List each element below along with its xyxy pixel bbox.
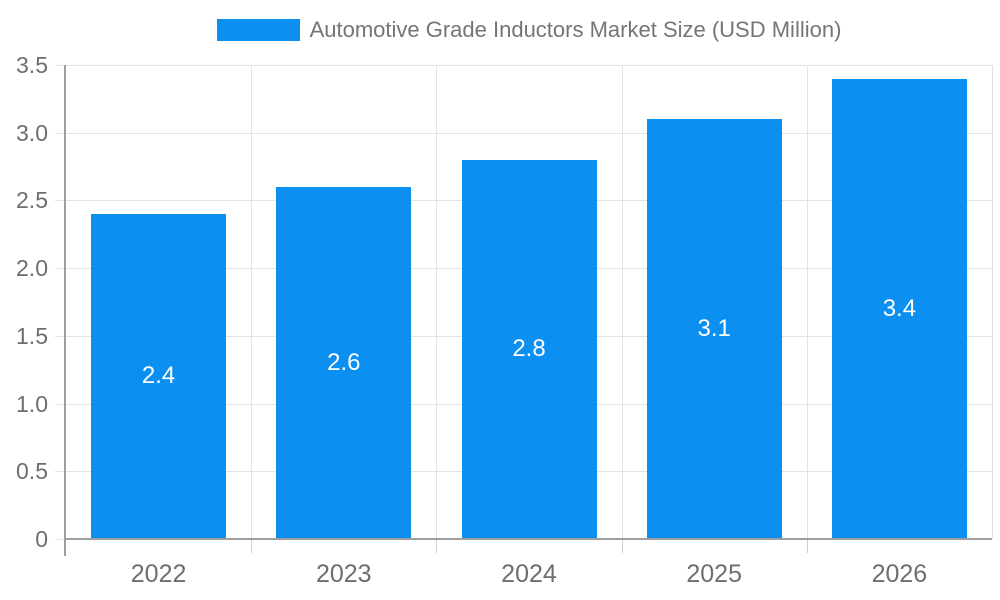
bar: 2.6 [276,186,412,539]
y-tick-mark [55,132,64,134]
y-tick-label: 2.0 [16,255,48,282]
y-tick-label: 3.5 [16,52,48,78]
bar-value-label: 3.4 [882,294,917,322]
bar: 3.4 [831,78,967,539]
y-tick-mark [55,539,64,540]
y-tick-label: 1.0 [16,390,48,417]
y-tick-label: 0 [35,526,48,552]
y-tick-mark [55,335,64,337]
bar-value-label: 2.4 [141,362,176,390]
y-tick-mark [55,200,64,202]
y-tick-label: 3.0 [16,119,48,146]
vertical-gridline [806,65,808,539]
bar-value-label: 3.1 [697,315,731,343]
legend-title: Automotive Grade Inductors Market Size (… [309,17,842,42]
vertical-gridline [621,65,623,539]
y-tick-label: 2.5 [16,187,48,214]
x-tick-label: 2024 [501,560,557,588]
bar: 2.4 [91,213,227,539]
vertical-gridline [251,65,253,539]
x-tick-mark [251,540,253,553]
x-axis-line [66,538,992,540]
y-tick-label: 0.5 [16,458,48,485]
x-tick-label: 2022 [130,560,187,588]
bar: 3.1 [646,119,782,539]
x-tick-label: 2023 [315,560,372,588]
y-tick-mark [55,268,64,270]
y-tick-mark [55,471,64,473]
horizontal-gridline [66,65,992,66]
bar: 2.8 [461,159,597,539]
legend: Automotive Grade Inductors Market Size (… [66,17,992,43]
x-tick-mark [436,540,438,553]
bar-value-label: 2.6 [327,348,361,376]
y-tick-mark [55,403,64,405]
legend-swatch [216,19,300,41]
x-tick-label: 2025 [686,560,742,588]
y-tick-mark [55,65,64,66]
bar-value-label: 2.8 [512,335,546,363]
y-tick-label: 1.5 [16,322,48,349]
x-tick-mark [806,540,808,553]
y-axis-line [64,65,66,556]
horizontal-gridline [66,132,992,134]
x-tick-mark [621,540,623,553]
vertical-gridline [436,65,438,539]
x-tick-label: 2026 [871,560,928,588]
plot-area: 2.4 2.6 2.8 3.1 3.4 [66,65,993,539]
